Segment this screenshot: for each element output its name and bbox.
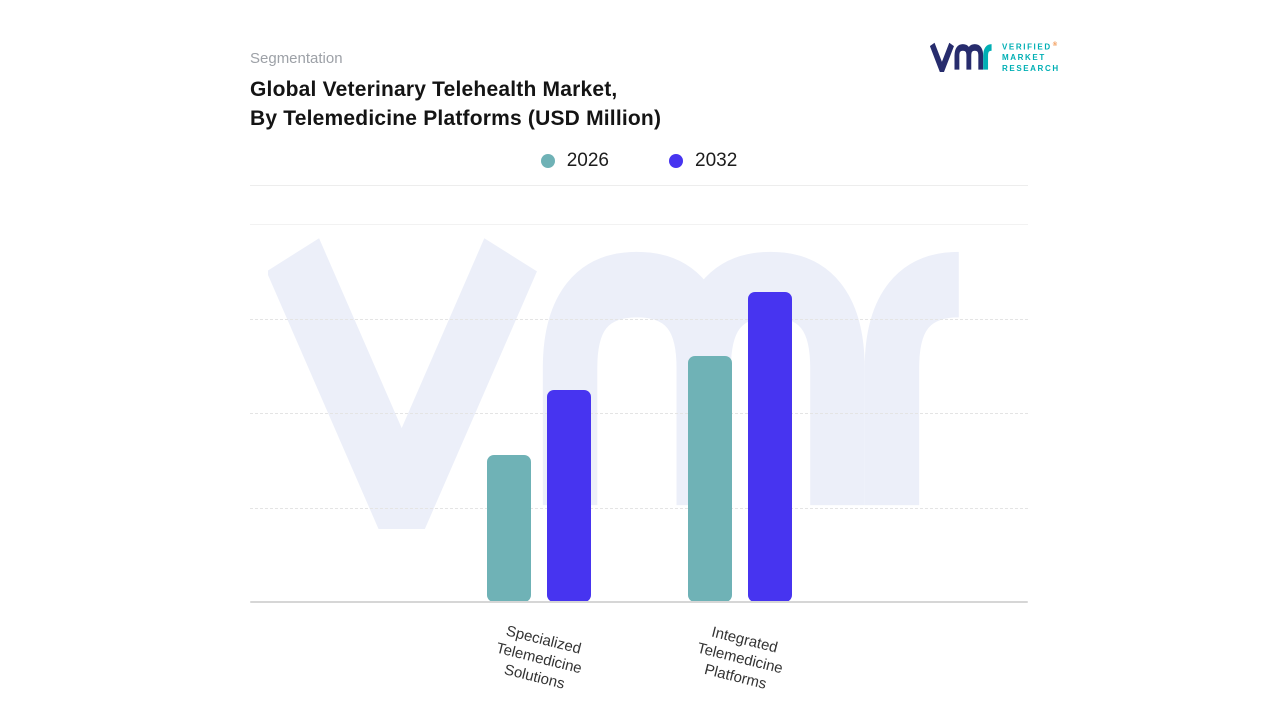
vmr-monogram-icon [930, 42, 994, 72]
gridline-100 [250, 224, 1028, 225]
brand-word-verified: VERIFIED [1002, 42, 1052, 52]
chart-title-line2: By Telemedicine Platforms (USD Million) [250, 107, 662, 130]
chart-title: Global Veterinary Telehealth Market, By … [250, 75, 661, 133]
gridline-25 [250, 507, 1028, 509]
vmr-watermark [268, 231, 986, 529]
legend-divider [250, 185, 1028, 186]
bar-2032-integrated-telemedicine-platforms [748, 292, 793, 602]
vmr-logo-text: VERIFIED® MARKET RESEARCH [1002, 40, 1060, 74]
vmr-logo: VERIFIED® MARKET RESEARCH [930, 40, 1060, 74]
bar-2032-specialized-telemedicine-solutions [546, 390, 591, 602]
brand-line-research: RESEARCH [1002, 63, 1060, 73]
plot-area [250, 224, 1028, 603]
legend-label-2026: 2026 [566, 150, 609, 171]
legend-item-2026: 2026 [540, 150, 609, 172]
legend-label-2032: 2032 [695, 150, 738, 171]
x-axis-line [250, 601, 1028, 603]
gridline-50 [250, 413, 1028, 414]
x-axis-labels: Specialized Telemedicine Solutions Integr… [0, 623, 1280, 710]
registered-mark: ® [1052, 42, 1058, 48]
x-axis-label-integrated-telemedicine-platforms: Integrated Telemedicine Platforms [695, 623, 785, 693]
x-axis-label-specialized-telemedicine-solutions: Specialized Telemedicine Solutions [494, 622, 584, 693]
legend-swatch-2032 [669, 154, 683, 168]
bar-2026-integrated-telemedicine-platforms [688, 356, 733, 602]
brand-line-market: MARKET [1002, 53, 1046, 63]
legend-item-2032: 2032 [669, 150, 737, 172]
chart-title-line1: Global Veterinary Telehealth Market, [250, 78, 618, 101]
brand-line-verified: VERIFIED® [1002, 40, 1060, 53]
chart-legend: 2026 2032 [250, 150, 1028, 172]
gridline-75 [250, 318, 1028, 320]
bar-2026-specialized-telemedicine-solutions [486, 454, 531, 602]
legend-swatch-2026 [540, 154, 555, 168]
eyebrow-label: Segmentation [250, 50, 343, 67]
